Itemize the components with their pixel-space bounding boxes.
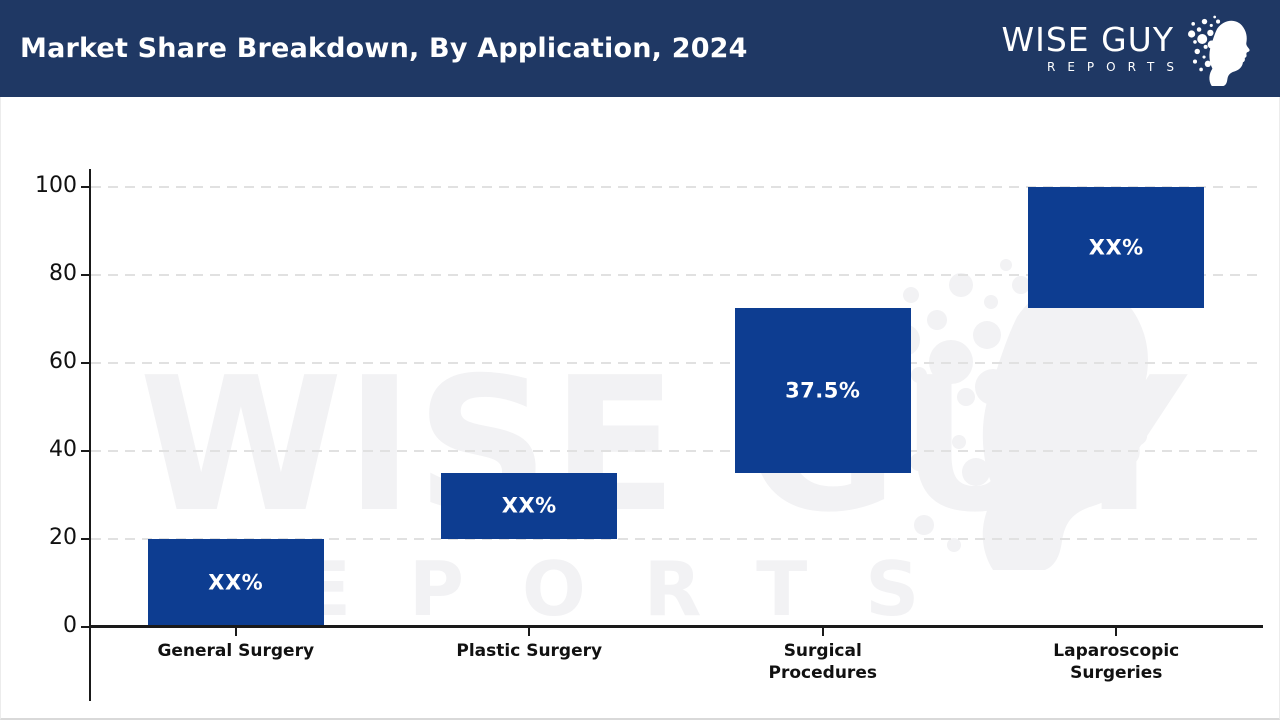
y-tick-mark (81, 274, 89, 276)
gridline-y-60 (91, 362, 1263, 364)
logo-face-icon (1180, 8, 1262, 90)
gridline-y-20 (91, 538, 1263, 540)
bar-surgical-procedures: 37.5% (734, 308, 911, 473)
y-tick-label: 20 (49, 525, 77, 550)
logo-subtitle: REPORTS (1046, 60, 1186, 74)
bar-laparoscopic-surgeries: XX% (1028, 187, 1205, 308)
y-tick-label: 0 (63, 613, 77, 638)
x-category-label: Laparoscopic Surgeries (1053, 641, 1180, 683)
y-axis-line (89, 169, 91, 701)
bar-value-label: XX% (1088, 234, 1144, 259)
header-bar: Market Share Breakdown, By Application, … (0, 0, 1280, 97)
y-tick-label: 40 (49, 437, 77, 462)
x-tick-mark (1115, 628, 1118, 636)
gridline-y-40 (91, 450, 1263, 452)
gridline-y-80 (91, 274, 1263, 276)
y-tick-label: 100 (35, 173, 77, 198)
bar-value-label: 37.5% (785, 377, 861, 402)
x-category-label: Surgical Procedures (768, 641, 877, 683)
page-title: Market Share Breakdown, By Application, … (20, 33, 748, 64)
bar-plastic-surgery: XX% (441, 473, 618, 539)
gridline-y-100 (91, 186, 1263, 188)
y-tick-mark (81, 626, 89, 628)
x-axis-line (89, 625, 1263, 628)
x-tick-mark (821, 628, 824, 636)
y-tick-label: 60 (49, 349, 77, 374)
bar-value-label: XX% (501, 493, 557, 518)
x-category-label: Plastic Surgery (456, 641, 603, 661)
y-tick-mark (81, 186, 89, 188)
logo-wordmark: WISE GUY (1001, 20, 1174, 59)
x-tick-mark (234, 628, 237, 636)
y-tick-mark (81, 538, 89, 540)
y-tick-label: 80 (49, 261, 77, 286)
y-tick-mark (81, 362, 89, 364)
y-tick-mark (81, 450, 89, 452)
x-tick-mark (528, 628, 531, 636)
bar-value-label: XX% (208, 570, 264, 595)
logo-text: WISE GUY REPORTS (1001, 20, 1174, 75)
x-category-label: General Surgery (157, 641, 315, 661)
chart-canvas: WISE GUY REPORTS 0 20 40 60 80 100 (0, 97, 1280, 720)
wise-guy-reports-logo: WISE GUY REPORTS (1001, 8, 1262, 90)
bar-general-surgery: XX% (147, 539, 324, 627)
